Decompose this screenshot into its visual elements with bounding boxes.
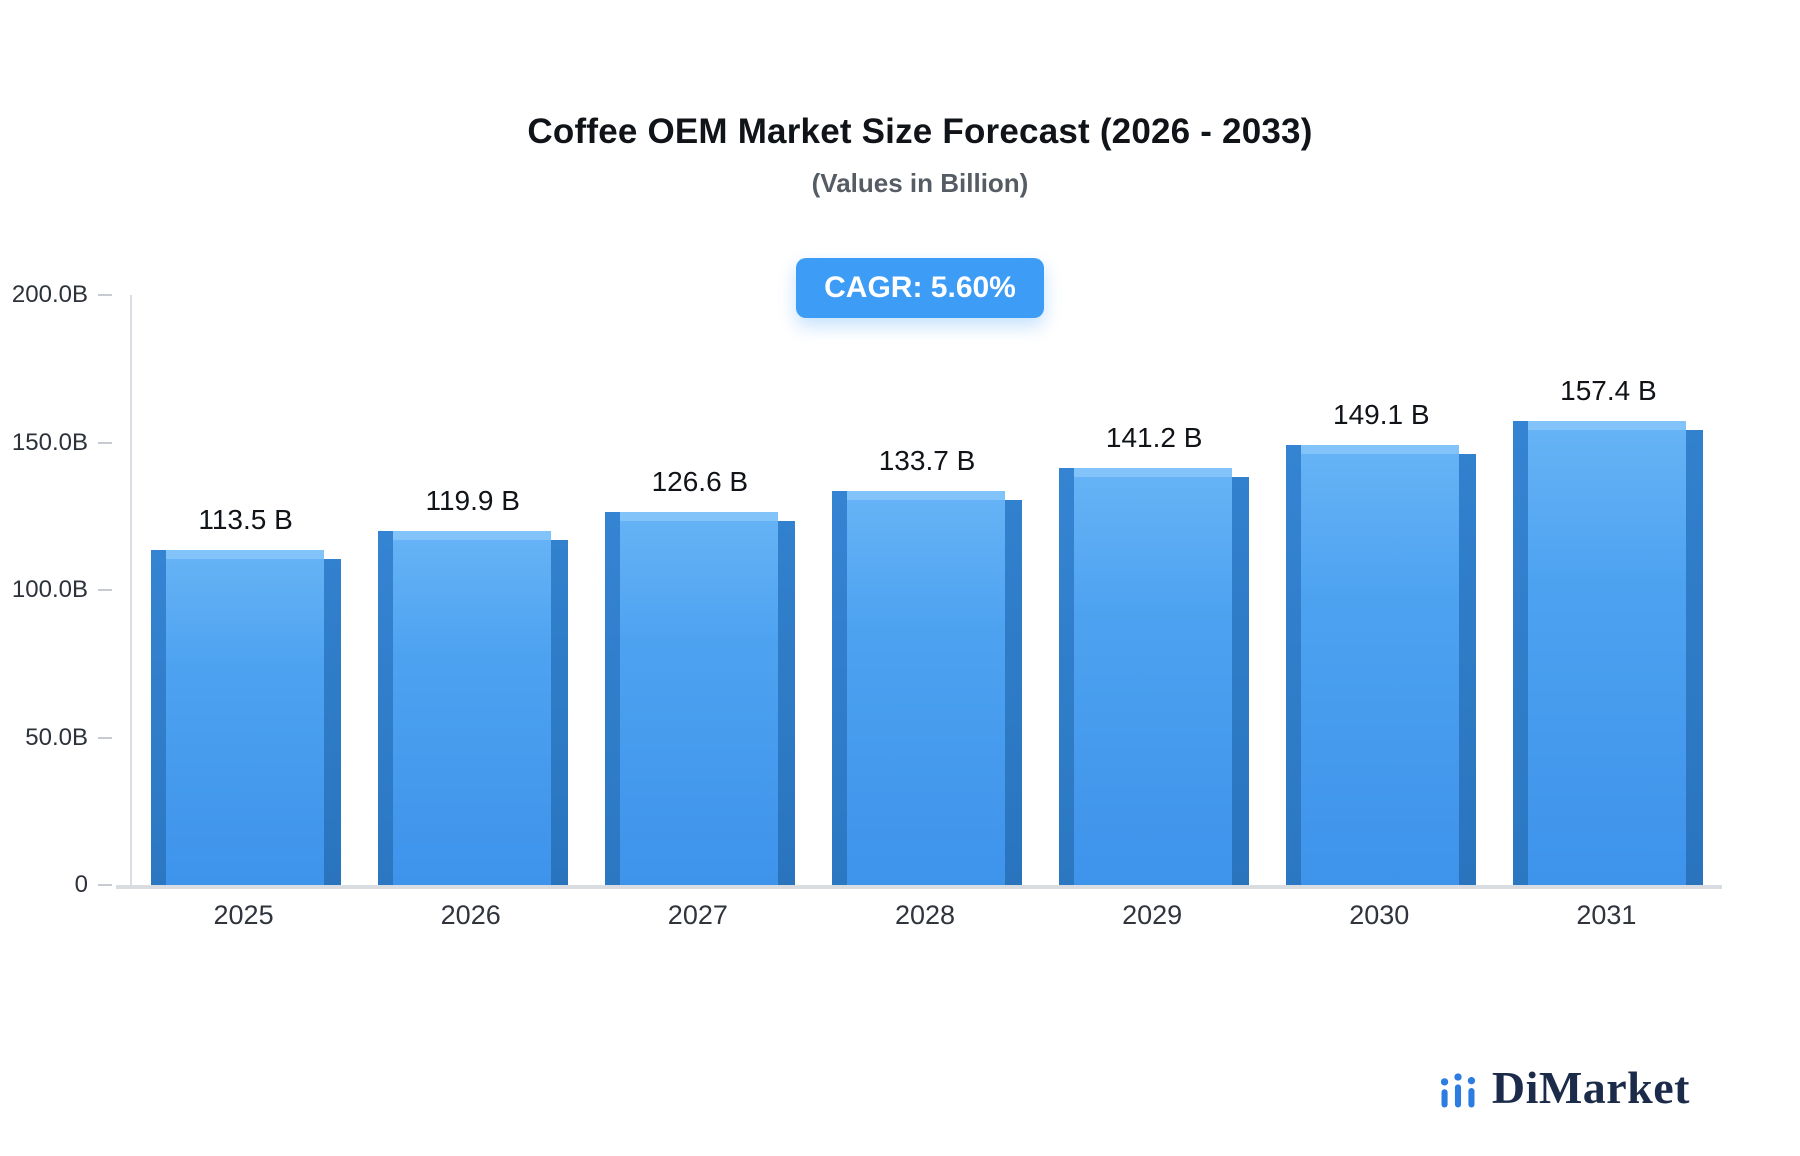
y-tick-mark <box>98 589 112 591</box>
bar-2025: 113.5 B <box>150 504 341 885</box>
bar-2030: 149.1 B <box>1286 399 1477 885</box>
bar-face <box>619 511 778 885</box>
x-label-2030: 2030 <box>1349 900 1410 930</box>
bar-2026: 119.9 B <box>377 485 568 885</box>
bar-side-left <box>150 550 166 885</box>
bar-chart-logo-icon <box>1440 1072 1475 1108</box>
bar-value-label: 113.5 B <box>198 504 293 536</box>
bar-2027: 126.6 B <box>604 466 795 885</box>
bar-value-label: 157.4 B <box>1560 374 1657 406</box>
bar-side-right <box>777 520 795 885</box>
bar-face <box>165 550 324 885</box>
bar-side-right <box>1232 477 1250 885</box>
bar-value-label: 126.6 B <box>651 465 749 497</box>
brand-logo: DiMarket <box>1436 1061 1690 1114</box>
y-tick-mark <box>98 441 112 444</box>
bar-face <box>1528 420 1687 885</box>
bar-side-right <box>550 540 568 885</box>
y-tick-mark <box>98 884 112 886</box>
y-tick-label: 100.0B <box>11 576 88 603</box>
badge-row: CAGR: 5.60% <box>130 258 1710 318</box>
bar-side-right <box>323 559 341 885</box>
bar-top-highlight <box>165 550 324 560</box>
brand-name: DiMarket <box>1491 1062 1690 1113</box>
bar-side-left <box>1286 445 1302 885</box>
plot-area: 0 50.0B 100.0B 150.0B 200.0B 113.5 B 119.9 B 12… <box>12 281 1722 898</box>
cagr-badge: CAGR: 5.60% <box>796 258 1044 318</box>
bar-side-left <box>377 531 393 885</box>
x-label-2025: 2025 <box>213 900 274 930</box>
bar-top-highlight <box>1528 420 1687 430</box>
bar-side-left <box>832 490 847 885</box>
bar-side-right <box>1459 454 1477 885</box>
x-label-2028: 2028 <box>894 900 956 930</box>
bar-value-label: 141.2 B <box>1105 422 1203 454</box>
bar-side-left <box>1059 468 1075 885</box>
bar-side-right <box>1686 429 1704 885</box>
bar-face <box>1074 468 1233 885</box>
x-label-2031: 2031 <box>1576 900 1637 930</box>
bar-top-highlight <box>619 511 778 521</box>
bar-face <box>392 531 551 885</box>
bar-2031: 157.4 B <box>1513 375 1704 885</box>
y-tick-label: 50.0B <box>25 723 88 751</box>
bar-2028: 133.7 B <box>832 445 1022 885</box>
bar-top-highlight <box>847 490 1005 500</box>
y-tick-label: 150.0B <box>11 428 88 456</box>
bar-value-label: 119.9 B <box>425 485 520 517</box>
y-tick-mark <box>98 736 112 739</box>
chart-title: Coffee OEM Market Size Forecast (2026 - … <box>527 112 1313 151</box>
x-axis-labels: 2025 2026 2027 2028 2029 2030 2031 <box>130 900 1720 944</box>
bar-top-highlight <box>1074 468 1233 478</box>
x-label-2026: 2026 <box>440 900 501 930</box>
bar-face <box>847 490 1005 885</box>
y-tick-label: 200.0B <box>11 281 88 308</box>
bar-value-label: 149.1 B <box>1333 399 1430 431</box>
bar-side-left <box>604 511 620 885</box>
bar-face <box>1301 445 1460 885</box>
bar-value-label: 133.7 B <box>878 444 976 476</box>
bar-top-highlight <box>392 531 551 541</box>
bar-2029: 141.2 B <box>1059 422 1250 885</box>
x-label-2027: 2027 <box>667 900 728 930</box>
chart-subtitle: (Values in Billion) <box>811 168 1029 198</box>
x-label-2029: 2029 <box>1122 900 1183 930</box>
bar-top-highlight <box>1301 445 1460 455</box>
bar-side-right <box>1005 499 1022 885</box>
y-tick-mark <box>98 294 112 296</box>
bar-side-left <box>1513 420 1529 885</box>
y-tick-label: 0 <box>74 871 88 898</box>
